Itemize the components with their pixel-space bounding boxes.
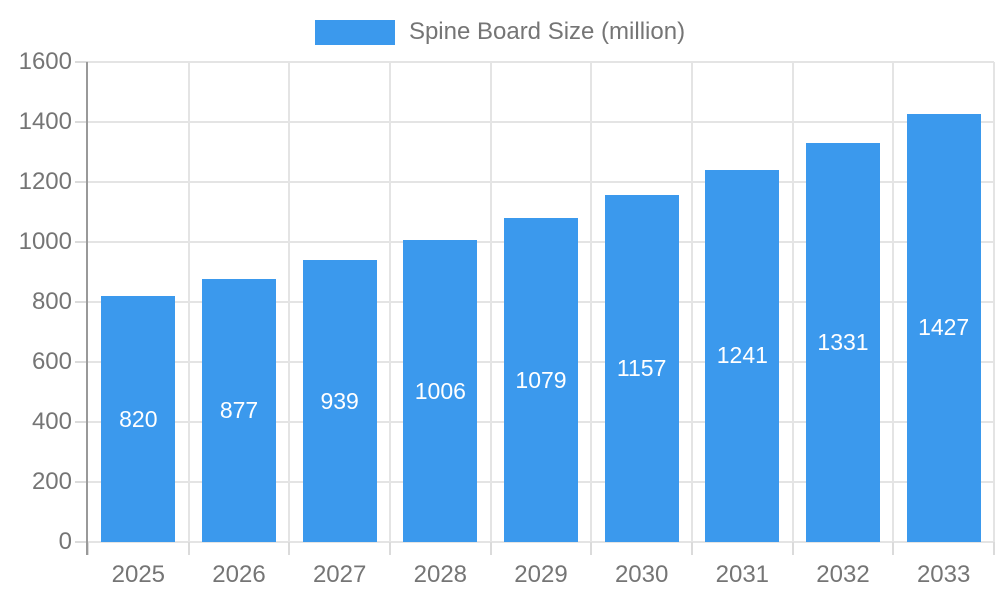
y-axis-tick <box>75 241 88 243</box>
y-axis-tick <box>75 481 88 483</box>
v-gridline <box>389 62 391 542</box>
v-gridline <box>489 62 492 542</box>
x-axis-tick <box>87 542 89 555</box>
y-tick-label: 600 <box>31 348 72 375</box>
x-tick-label: 2027 <box>312 561 367 588</box>
y-axis-tick <box>75 181 88 183</box>
bar-value-label: 1427 <box>918 314 970 341</box>
bar-value-label: 939 <box>320 387 359 414</box>
y-tick-label: 1200 <box>18 168 72 195</box>
bar[interactable]: 820 <box>101 296 176 542</box>
x-axis-tick <box>590 542 593 555</box>
bar[interactable]: 877 <box>202 278 276 542</box>
y-axis-tick <box>75 301 88 303</box>
x-tick-label: 2029 <box>514 561 568 588</box>
x-tick-label: 2033 <box>916 561 971 588</box>
bar[interactable]: 1241 <box>705 169 780 542</box>
bar[interactable]: 1079 <box>504 218 578 542</box>
x-axis-tick <box>892 542 895 555</box>
bar[interactable]: 1157 <box>604 194 679 542</box>
v-gridline <box>993 62 995 542</box>
h-gridline <box>88 121 994 123</box>
legend-swatch-icon <box>314 19 395 45</box>
x-axis-tick <box>691 542 693 555</box>
legend-item-spine-board-size[interactable]: Spine Board Size (million) <box>314 18 686 46</box>
x-tick-label: 2025 <box>111 561 166 588</box>
y-tick-label: 200 <box>31 468 72 495</box>
bar-value-label: 877 <box>219 396 259 423</box>
x-axis-tick <box>489 542 492 555</box>
bar-value-label: 1079 <box>515 366 567 393</box>
y-axis-tick <box>75 421 88 423</box>
y-axis-tick <box>75 61 88 63</box>
bar[interactable]: 1427 <box>906 113 981 542</box>
v-gridline <box>892 62 895 542</box>
y-tick-label: 1000 <box>18 228 72 255</box>
y-axis-tick <box>75 121 88 123</box>
x-axis-tick <box>993 542 995 555</box>
bar-value-label: 1006 <box>414 377 466 404</box>
x-tick-label: 2032 <box>816 561 870 588</box>
y-axis-tick <box>75 541 88 543</box>
x-tick-label: 2026 <box>212 561 266 588</box>
x-tick-label: 2031 <box>715 561 770 588</box>
y-tick-label: 800 <box>31 288 72 315</box>
x-axis-tick <box>389 542 391 555</box>
v-gridline <box>590 62 593 542</box>
x-tick-label: 2028 <box>413 561 468 588</box>
bar-value-label: 1331 <box>817 328 869 355</box>
legend: Spine Board Size (million) <box>0 18 1000 46</box>
legend-label: Spine Board Size (million) <box>408 18 686 45</box>
y-axis-line <box>86 62 88 555</box>
bar-value-label: 1241 <box>716 342 768 369</box>
h-gridline <box>88 541 994 543</box>
h-gridline <box>88 61 994 63</box>
bar-value-label: 820 <box>119 405 158 432</box>
v-gridline <box>187 62 190 542</box>
v-gridline <box>791 62 794 542</box>
x-axis-tick <box>288 542 291 555</box>
y-tick-label: 0 <box>58 528 72 555</box>
h-gridline <box>88 181 994 183</box>
x-tick-label: 2030 <box>614 561 669 588</box>
y-tick-label: 1400 <box>18 108 72 135</box>
bar[interactable]: 1006 <box>403 240 478 542</box>
x-axis-tick <box>187 542 190 555</box>
bar[interactable]: 1331 <box>806 142 880 542</box>
y-tick-label: 400 <box>31 408 72 435</box>
y-tick-label: 1600 <box>18 48 72 75</box>
x-axis-tick <box>791 542 794 555</box>
bar[interactable]: 939 <box>302 260 377 542</box>
v-gridline <box>288 62 291 542</box>
v-gridline <box>691 62 693 542</box>
y-axis-tick <box>75 361 88 363</box>
bar-value-label: 1157 <box>616 354 667 381</box>
